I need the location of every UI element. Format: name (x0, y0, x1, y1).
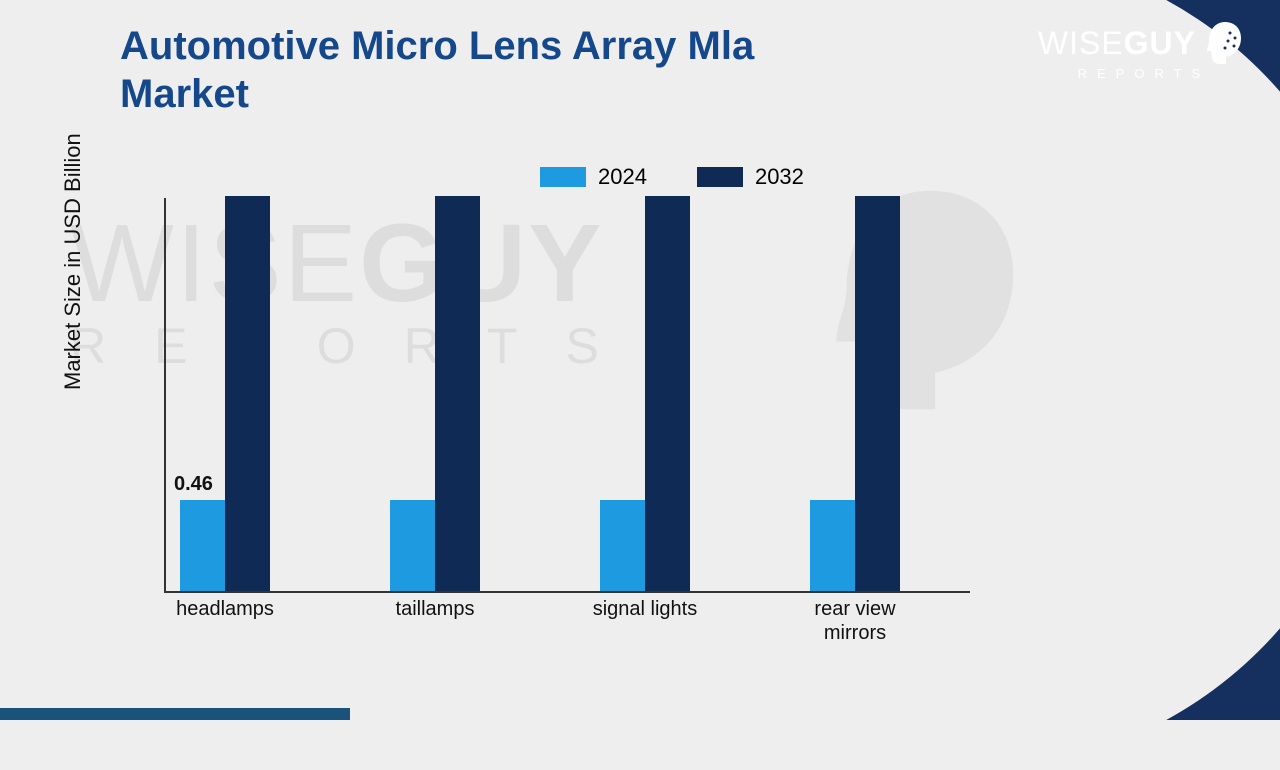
legend: 2024 2032 (540, 164, 804, 190)
right-panel (970, 0, 1280, 720)
category-label: taillamps (375, 597, 495, 621)
y-axis (164, 198, 166, 593)
logo-text-bold: GUY (1124, 25, 1196, 62)
x-axis (164, 591, 970, 593)
legend-swatch (697, 167, 743, 187)
footer-accent-bar (0, 708, 350, 720)
legend-label: 2032 (755, 164, 804, 190)
brand-logo: WISE GUY REPORTS (1038, 18, 1250, 81)
head-icon (1200, 18, 1250, 68)
bar-group: headlamps (180, 196, 270, 591)
chart-title: Automotive Micro Lens Array Mla Market (120, 22, 840, 118)
logo-subtext: REPORTS (1038, 66, 1250, 81)
legend-item: 2024 (540, 164, 647, 190)
category-label: headlamps (165, 597, 285, 621)
bar (810, 500, 855, 591)
bar (180, 500, 225, 591)
bar (390, 500, 435, 591)
bar (225, 196, 270, 591)
chart-area: headlamps0.46 taillamps signal lights rear … (110, 198, 970, 593)
bar-group: taillamps (390, 196, 480, 591)
legend-item: 2032 (697, 164, 804, 190)
bar (600, 500, 645, 591)
bar (855, 196, 900, 591)
bar-group: rear view mirrors (810, 196, 900, 591)
logo-text-thin: WISE (1038, 25, 1124, 62)
bar (435, 196, 480, 591)
bar (645, 196, 690, 591)
legend-label: 2024 (598, 164, 647, 190)
category-label: rear view mirrors (795, 597, 915, 645)
y-axis-label: Market Size in USD Billion (60, 133, 86, 390)
bar-group: signal lights (600, 196, 690, 591)
legend-swatch (540, 167, 586, 187)
category-label: signal lights (585, 597, 705, 621)
bar-value-label: 0.46 (174, 473, 213, 496)
